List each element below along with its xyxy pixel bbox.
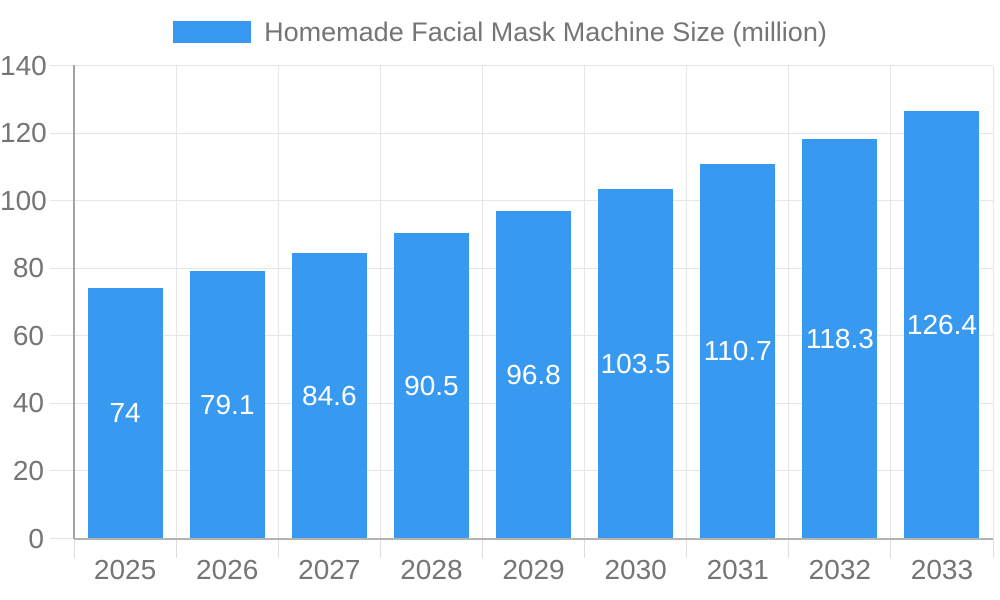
x-tick-label: 2030 xyxy=(604,554,667,585)
bar-2030[interactable] xyxy=(598,188,674,539)
x-tick-label: 2026 xyxy=(196,554,259,585)
v-gridline xyxy=(277,65,279,539)
v-gridline xyxy=(686,65,688,539)
bar-value-label: 84.6 xyxy=(302,379,357,411)
bar-2029[interactable] xyxy=(496,211,571,539)
legend-swatch xyxy=(173,21,252,43)
bar-value-label: 96.8 xyxy=(506,358,561,390)
bar-2026[interactable] xyxy=(189,271,265,539)
h-gridline xyxy=(50,132,993,134)
bar-value-label: 103.5 xyxy=(600,347,671,379)
v-gridline xyxy=(175,65,177,539)
x-tick-label: 2031 xyxy=(706,554,769,585)
x-tick-label: 2028 xyxy=(400,554,463,585)
x-axis-tick xyxy=(890,538,892,558)
y-axis-zero-tick xyxy=(50,538,74,539)
bar-2027[interactable] xyxy=(291,252,367,539)
bar-2028[interactable] xyxy=(393,232,469,539)
y-tick-label: 80 xyxy=(12,252,44,284)
y-tick-label: 100 xyxy=(0,184,47,216)
bar-value-label: 74 xyxy=(109,397,141,429)
y-tick-label: 40 xyxy=(12,387,44,419)
x-tick-label: 2025 xyxy=(93,554,157,585)
y-axis-line xyxy=(73,64,75,539)
y-tick-label: 0 xyxy=(28,522,44,554)
x-tick-label: 2027 xyxy=(298,554,361,585)
bar-2031[interactable] xyxy=(700,164,776,539)
x-tick-label: 2032 xyxy=(808,554,871,585)
v-gridline xyxy=(379,65,381,539)
bar-value-label: 126.4 xyxy=(906,308,977,340)
y-tick-label: 120 xyxy=(0,117,47,149)
bar-2033[interactable] xyxy=(904,111,980,539)
legend-label: Homemade Facial Mask Machine Size (milli… xyxy=(264,16,827,47)
v-gridline xyxy=(992,65,994,539)
x-axis-tick xyxy=(73,538,75,558)
x-axis-tick xyxy=(992,538,994,558)
bar-2025[interactable] xyxy=(87,288,163,539)
x-tick-label: 2033 xyxy=(910,554,974,585)
bar-value-label: 110.7 xyxy=(703,335,772,367)
x-tick-label: 2029 xyxy=(502,554,565,585)
x-axis-tick xyxy=(379,538,381,558)
legend[interactable]: Homemade Facial Mask Machine Size (milli… xyxy=(0,16,1000,47)
y-tick-label: 60 xyxy=(12,319,44,351)
bar-2032[interactable] xyxy=(802,138,878,539)
v-gridline xyxy=(584,65,586,539)
v-gridline xyxy=(890,65,892,539)
bar-value-label: 118.3 xyxy=(805,322,874,354)
x-axis-tick xyxy=(481,538,483,558)
x-axis-tick xyxy=(277,538,279,558)
h-gridline xyxy=(50,65,993,66)
x-axis-tick xyxy=(788,538,790,558)
y-tick-label: 20 xyxy=(12,454,44,486)
bar-value-label: 79.1 xyxy=(199,388,255,420)
y-tick-label: 140 xyxy=(0,49,47,81)
h-gridline xyxy=(50,200,993,202)
x-axis-tick xyxy=(175,538,177,558)
v-gridline xyxy=(481,65,483,539)
x-axis-tick xyxy=(584,538,586,558)
x-axis-tick xyxy=(686,538,688,558)
bar-value-label: 90.5 xyxy=(404,369,459,401)
v-gridline xyxy=(788,65,790,539)
x-axis-line xyxy=(74,537,993,540)
